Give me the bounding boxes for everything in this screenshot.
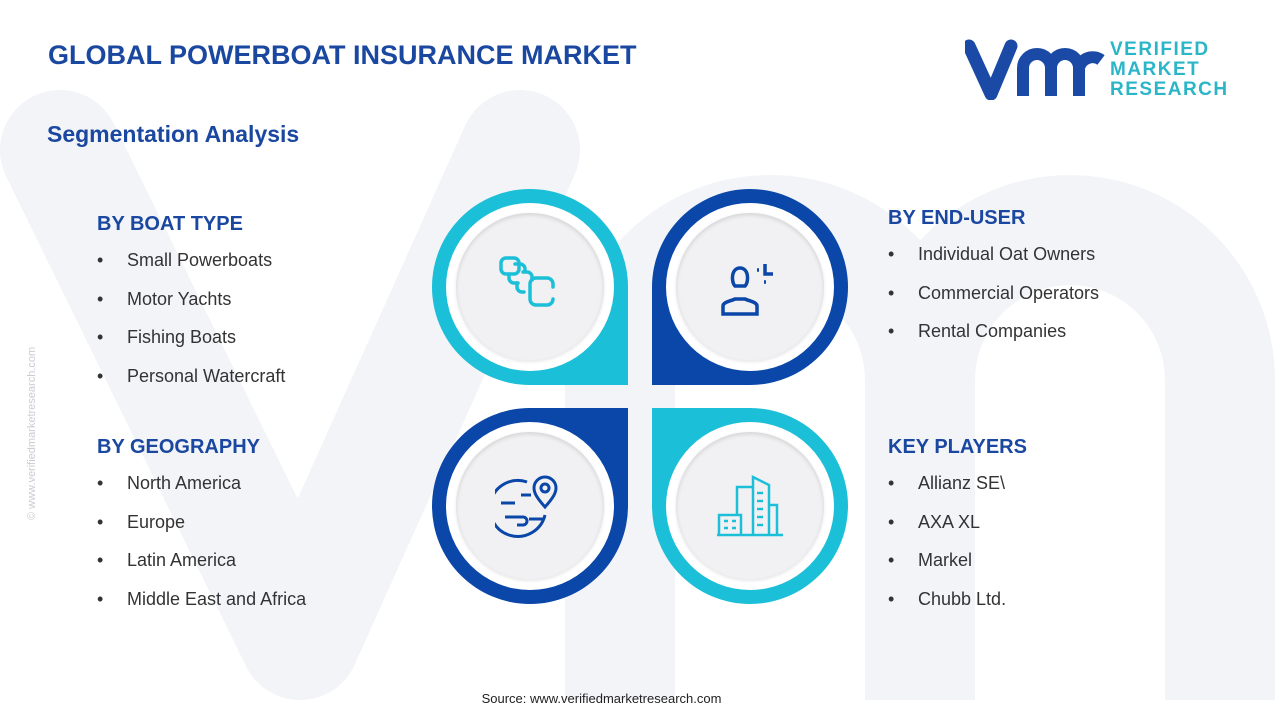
page-subtitle: Segmentation Analysis (47, 121, 300, 147)
quadrant-geography (432, 408, 628, 604)
list-item: Latin America (97, 550, 306, 589)
buildings-icon (717, 474, 783, 537)
segment-boat-type: BY BOAT TYPE Small PowerboatsMotor Yacht… (97, 213, 285, 404)
logo-text: RESEARCH (1110, 79, 1229, 100)
segment-heading: BY GEOGRAPHY (97, 436, 260, 458)
list-item: AXA XL (888, 512, 1027, 551)
quadrant-end-user (652, 189, 848, 385)
user-icon (721, 264, 773, 316)
list-item: Small Powerboats (97, 250, 285, 289)
quadrant-boat-type (432, 189, 628, 385)
boat-type-icon (499, 256, 555, 307)
segment-heading: BY BOAT TYPE (97, 213, 243, 235)
logo-text: VERIFIED (1110, 39, 1210, 60)
list-item: Personal Watercraft (97, 366, 285, 405)
segment-key-players: KEY PLAYERS Allianz SE\AXA XLMarkelChubb… (888, 436, 1027, 627)
list-item: Individual Oat Owners (888, 244, 1099, 283)
logo-text: MARKET (1110, 59, 1201, 80)
segment-geography: BY GEOGRAPHY North AmericaEuropeLatin Am… (97, 436, 306, 627)
globe-pin-icon (495, 475, 558, 538)
page-title: GLOBAL POWERBOAT INSURANCE MARKET (48, 40, 637, 70)
segment-end-user: BY END-USER Individual Oat OwnersCommerc… (888, 207, 1099, 360)
list-item: Chubb Ltd. (888, 589, 1027, 628)
side-watermark: © www.verifiedmarketresearch.com (26, 346, 38, 520)
list-item: Commercial Operators (888, 283, 1099, 322)
vmr-logo-mark (962, 39, 1105, 101)
list-item: Middle East and Africa (97, 589, 306, 628)
list-item: Allianz SE\ (888, 473, 1027, 512)
segment-heading: KEY PLAYERS (888, 436, 1027, 458)
list-item: Markel (888, 550, 1027, 589)
list-item: Rental Companies (888, 321, 1099, 360)
quadrant-key-players (652, 408, 848, 604)
list-item: Fishing Boats (97, 327, 285, 366)
segment-heading: BY END-USER (888, 207, 1026, 229)
list-item: Europe (97, 512, 306, 551)
list-item: North America (97, 473, 306, 512)
list-item: Motor Yachts (97, 289, 285, 328)
source-note: Source: www.verifiedmarketresearch.com (481, 691, 722, 706)
logo: VERIFIED MARKET RESEARCH (962, 38, 1235, 103)
